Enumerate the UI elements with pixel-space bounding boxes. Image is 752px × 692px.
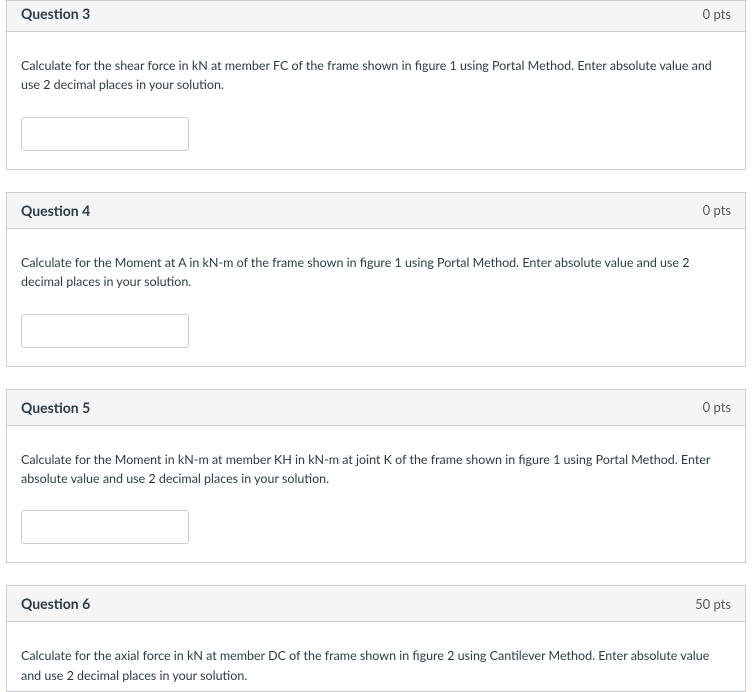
question-card: Question 4 0 pts Calculate for the Momen… [6, 192, 746, 367]
question-title: Question 5 [21, 399, 90, 416]
question-prompt: Calculate for the shear force in kN at m… [21, 56, 731, 95]
answer-input[interactable] [21, 510, 189, 544]
question-header: Question 4 0 pts [7, 193, 745, 229]
question-points: 0 pts [703, 6, 731, 22]
question-card: Question 6 50 pts Calculate for the axia… [6, 585, 746, 692]
question-prompt: Calculate for the axial force in kN at m… [21, 646, 731, 685]
question-card: Question 5 0 pts Calculate for the Momen… [6, 389, 746, 564]
question-prompt: Calculate for the Moment in kN-m at memb… [21, 450, 731, 489]
question-points: 0 pts [703, 399, 731, 415]
question-title: Question 6 [21, 595, 90, 612]
question-card: Question 3 0 pts Calculate for the shear… [6, 0, 746, 170]
question-prompt: Calculate for the Moment at A in kN-m of… [21, 253, 731, 292]
question-header: Question 5 0 pts [7, 390, 745, 426]
question-header: Question 3 0 pts [7, 1, 745, 32]
question-points: 0 pts [703, 202, 731, 218]
question-body: Calculate for the shear force in kN at m… [7, 32, 745, 169]
question-header: Question 6 50 pts [7, 586, 745, 622]
answer-input[interactable] [21, 117, 189, 151]
answer-input[interactable] [21, 314, 189, 348]
question-body: Calculate for the Moment in kN-m at memb… [7, 426, 745, 563]
question-body: Calculate for the axial force in kN at m… [7, 622, 745, 691]
question-points: 50 pts [695, 596, 731, 612]
question-body: Calculate for the Moment at A in kN-m of… [7, 229, 745, 366]
question-title: Question 4 [21, 202, 90, 219]
question-title: Question 3 [21, 5, 90, 22]
